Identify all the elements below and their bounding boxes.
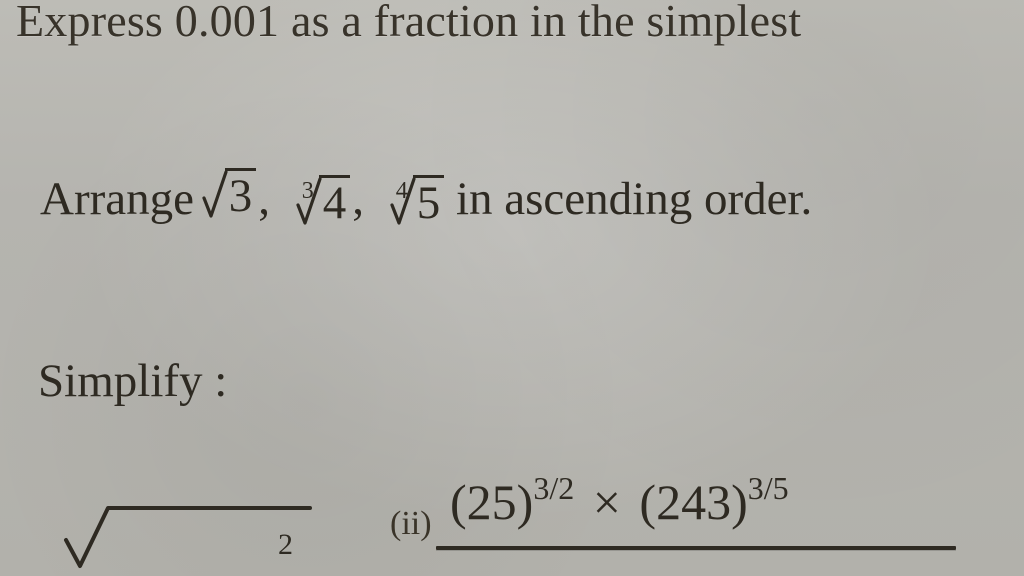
arrange-tail: in ascending order.: [456, 173, 812, 225]
paren-open-1: (: [450, 474, 467, 530]
simplify-heading: Simplify :: [38, 354, 227, 408]
base-243: 243: [656, 474, 731, 530]
express-tail: as a fraction in the simplest: [279, 0, 801, 46]
surd-sqrt3-radicand: 3: [225, 168, 257, 220]
surd-cbrt4-index: 3: [302, 178, 314, 205]
surd-4rt5: 4 5: [382, 175, 445, 227]
subpart-label-ii: (ii): [390, 505, 432, 543]
express-repeating: 001: [210, 0, 280, 46]
surd-cbrt4-radicand: 4: [319, 175, 351, 227]
comma-2: ,: [352, 173, 364, 225]
question-express-decimal: Express 0.001 as a fraction in the simpl…: [16, 0, 801, 47]
paren-close-2: ): [731, 474, 748, 530]
surd-sqrt3: 3: [206, 168, 257, 220]
times-icon: ×: [593, 474, 621, 530]
surd-4rt5-radicand: 5: [413, 175, 445, 227]
partial-surd-fragment: 2: [60, 500, 320, 570]
fraction-bar: [436, 546, 956, 550]
question-arrange-surds: Arrange 3 , 3 4 , 4 5 in ascending order…: [40, 168, 812, 227]
partial-exponent: 2: [278, 528, 293, 561]
page-surface: Express 0.001 as a fraction in the simpl…: [0, 0, 1024, 576]
express-lead: Express: [16, 0, 175, 46]
paren-open-2: (: [639, 474, 656, 530]
comma-1: ,: [258, 173, 270, 225]
express-integer: 0.: [175, 0, 210, 46]
arrange-lead: Arrange: [40, 173, 206, 225]
exp-3over5: 3/5: [748, 470, 789, 506]
paren-close-1: ): [517, 474, 534, 530]
exp-3over2: 3/2: [533, 470, 574, 506]
base-25: 25: [467, 474, 517, 530]
partial-radical-icon: 2: [60, 500, 320, 570]
simplify-expression: (25)3/2 × (243)3/5: [450, 470, 789, 531]
surd-4rt5-index: 4: [396, 178, 408, 205]
surd-cbrt4: 3 4: [288, 175, 351, 227]
